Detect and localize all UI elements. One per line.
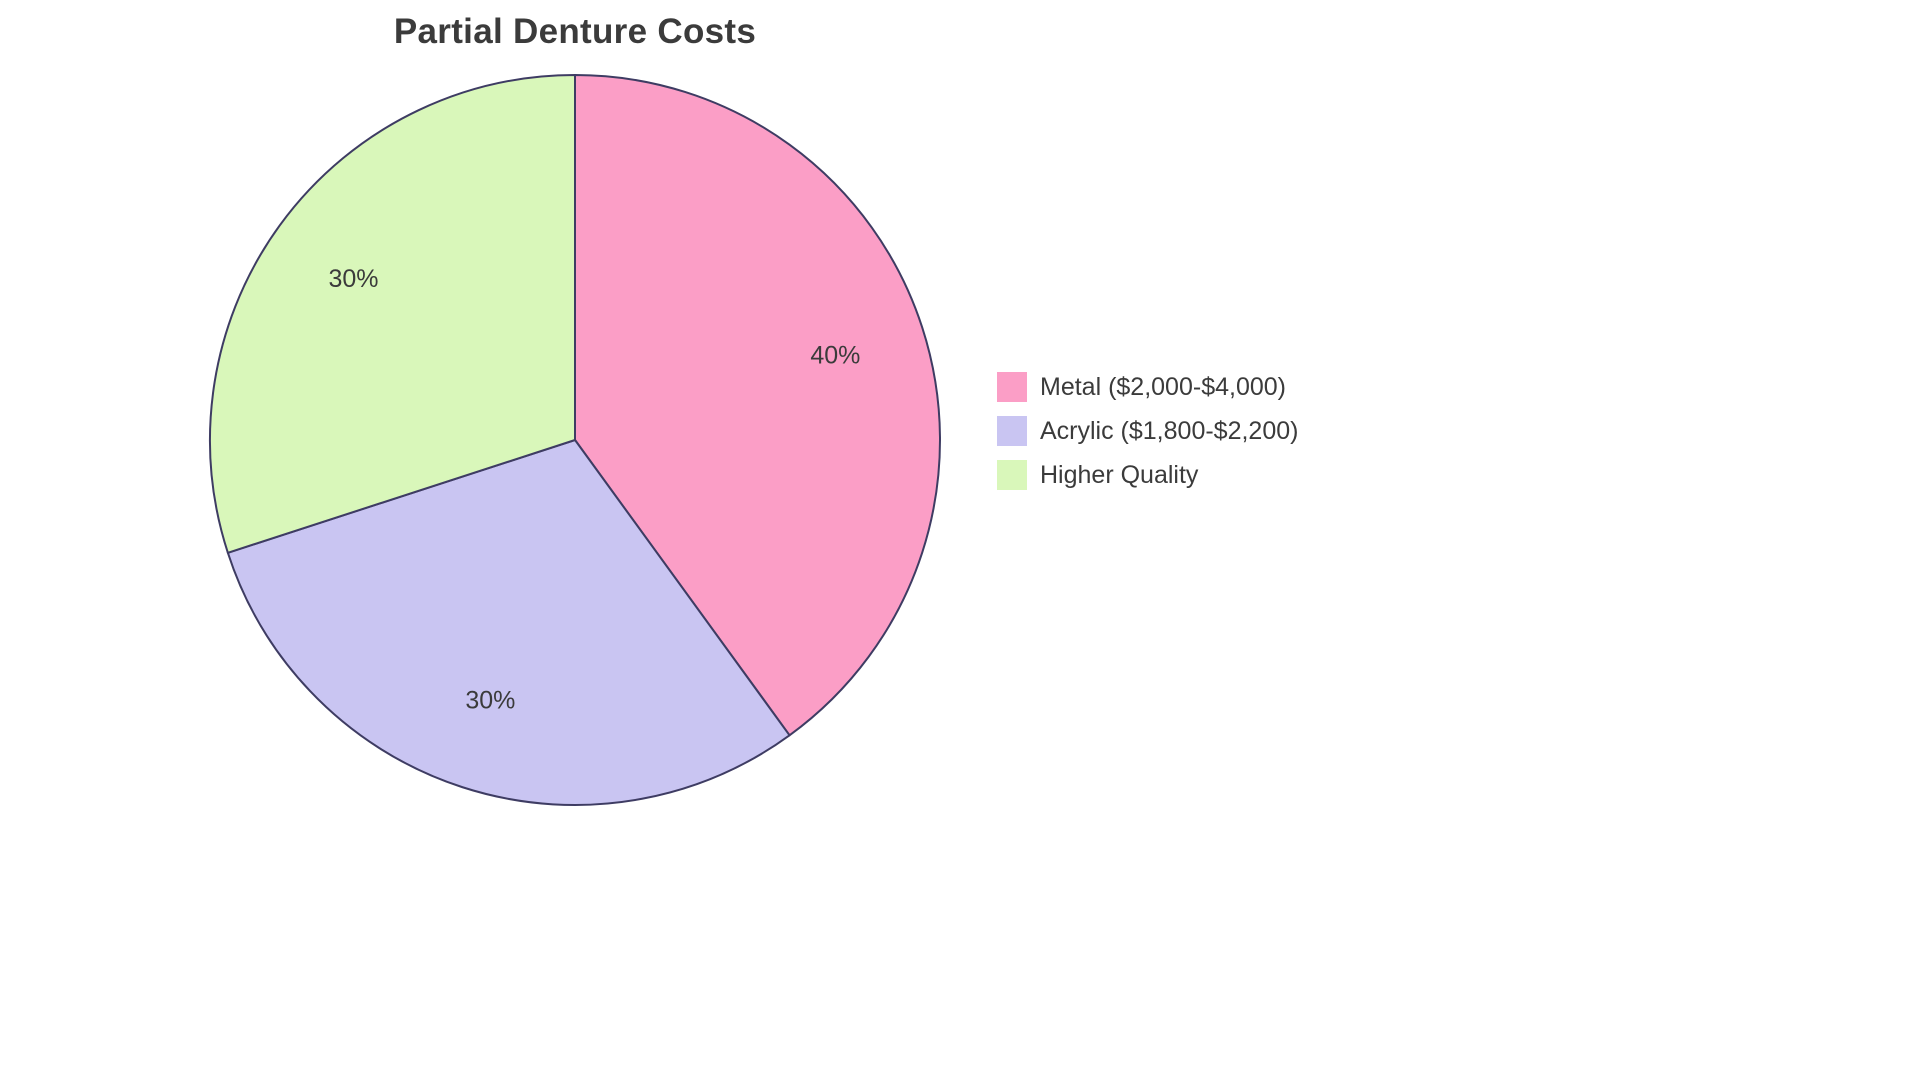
legend-label: Higher Quality: [1040, 460, 1199, 489]
legend-swatch: [997, 372, 1027, 402]
pie-percent-label: 30%: [465, 686, 515, 714]
legend-item: Metal ($2,000-$4,000): [997, 372, 1298, 402]
pie-slice: [209, 74, 576, 554]
pie-slice: [574, 74, 941, 737]
legend-swatch: [997, 460, 1027, 490]
legend-item: Higher Quality: [997, 460, 1298, 490]
pie-slice: [226, 439, 791, 806]
chart-title: Partial Denture Costs: [393, 12, 757, 51]
legend: Metal ($2,000-$4,000) Acrylic ($1,800-$2,…: [997, 372, 1298, 490]
legend-label: Acrylic ($1,800-$2,200): [1040, 416, 1299, 445]
legend-item: Acrylic ($1,800-$2,200): [997, 416, 1298, 446]
pie-percent-label: 30%: [329, 265, 379, 293]
pie-percent-label: 40%: [810, 341, 860, 369]
legend-label: Metal ($2,000-$4,000): [1040, 372, 1286, 401]
legend-swatch: [997, 416, 1027, 446]
